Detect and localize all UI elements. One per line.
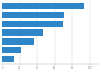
Bar bbox=[2, 47, 21, 53]
Bar bbox=[2, 3, 84, 9]
Bar bbox=[2, 29, 43, 36]
Bar bbox=[2, 12, 64, 18]
Bar bbox=[2, 21, 63, 27]
Bar bbox=[2, 56, 14, 62]
Bar bbox=[2, 38, 34, 45]
